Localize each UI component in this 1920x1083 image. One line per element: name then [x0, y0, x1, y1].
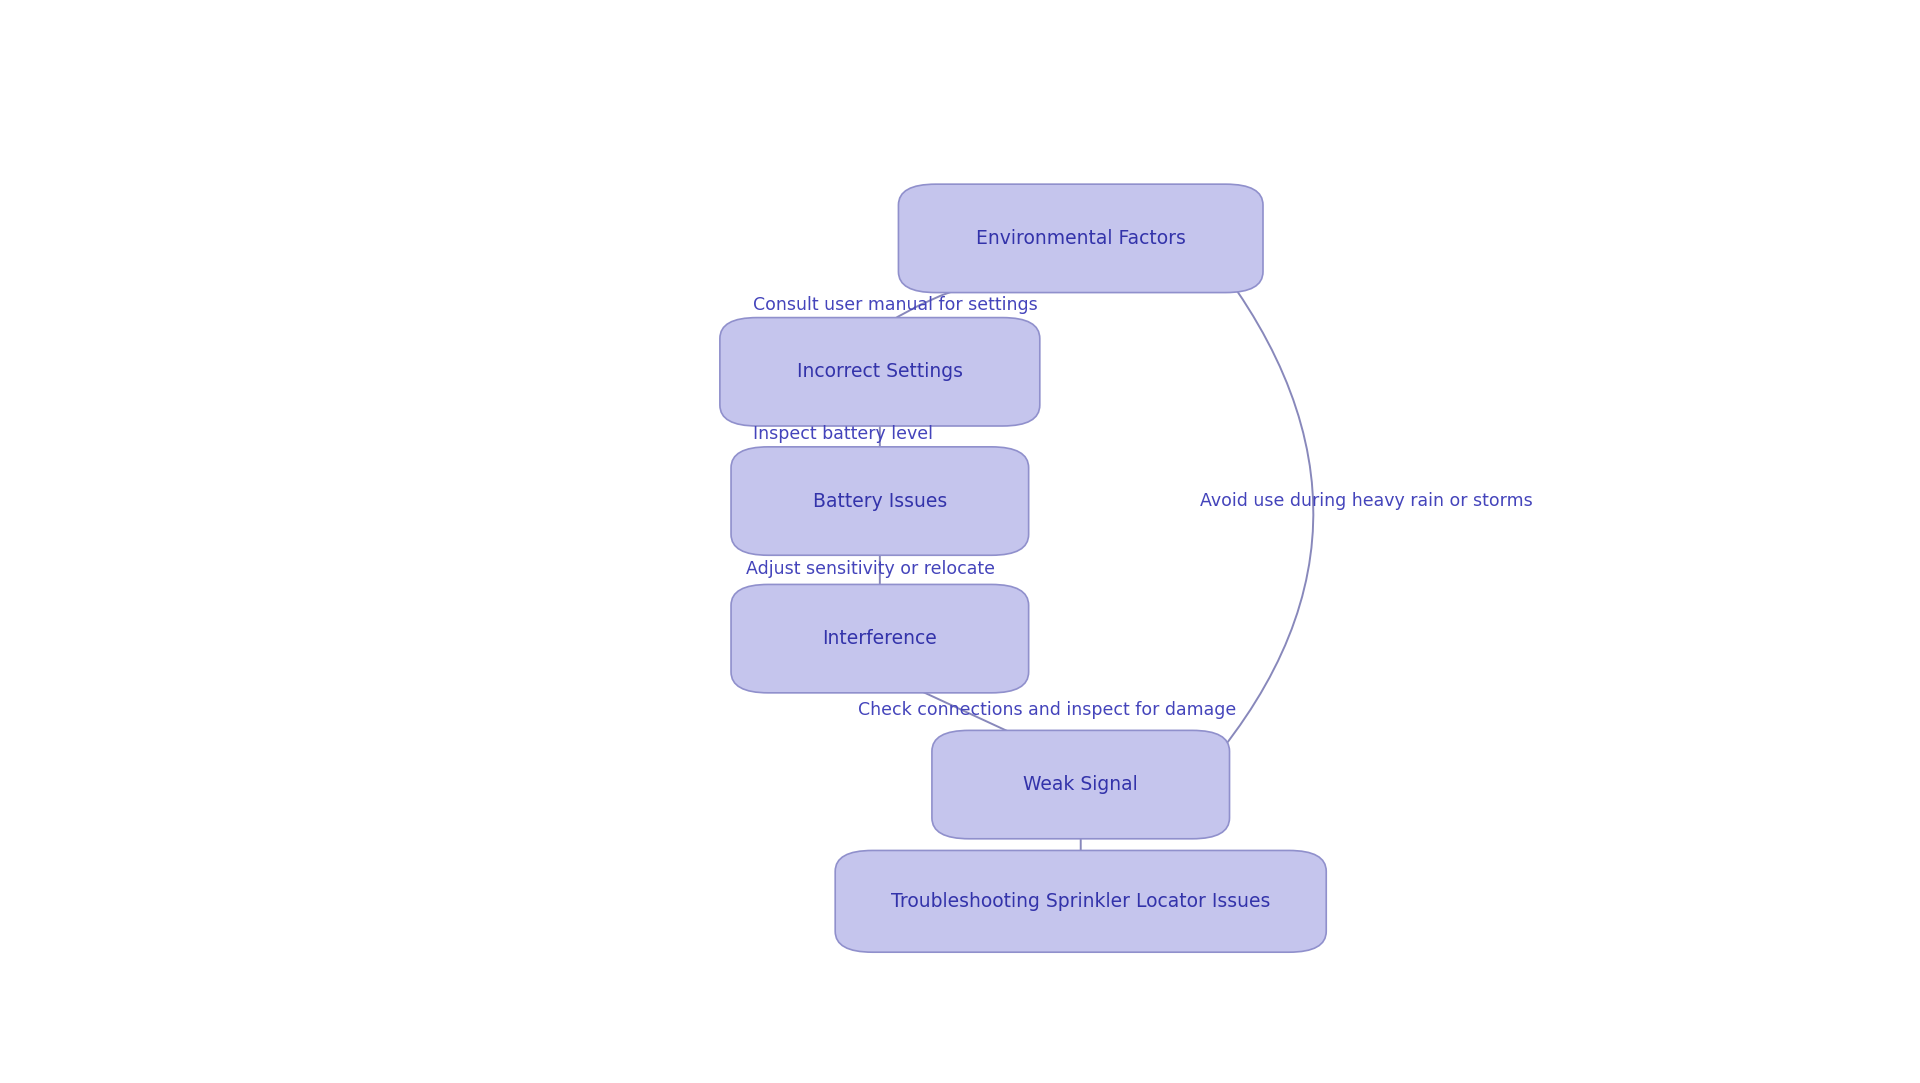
FancyBboxPatch shape	[931, 730, 1229, 839]
Text: Consult user manual for settings: Consult user manual for settings	[753, 296, 1039, 314]
FancyBboxPatch shape	[899, 184, 1263, 292]
Text: Weak Signal: Weak Signal	[1023, 775, 1139, 794]
FancyBboxPatch shape	[732, 585, 1029, 693]
FancyBboxPatch shape	[720, 317, 1041, 426]
Text: Avoid use during heavy rain or storms: Avoid use during heavy rain or storms	[1200, 492, 1532, 510]
FancyBboxPatch shape	[835, 850, 1327, 952]
Text: Battery Issues: Battery Issues	[812, 492, 947, 510]
Text: Incorrect Settings: Incorrect Settings	[797, 363, 962, 381]
Text: Troubleshooting Sprinkler Locator Issues: Troubleshooting Sprinkler Locator Issues	[891, 891, 1271, 911]
Text: Inspect battery level: Inspect battery level	[753, 426, 933, 443]
Text: Adjust sensitivity or relocate: Adjust sensitivity or relocate	[745, 560, 995, 578]
Text: Environmental Factors: Environmental Factors	[975, 229, 1187, 248]
Text: Interference: Interference	[822, 629, 937, 648]
Text: Check connections and inspect for damage: Check connections and inspect for damage	[858, 701, 1236, 718]
FancyBboxPatch shape	[732, 447, 1029, 556]
